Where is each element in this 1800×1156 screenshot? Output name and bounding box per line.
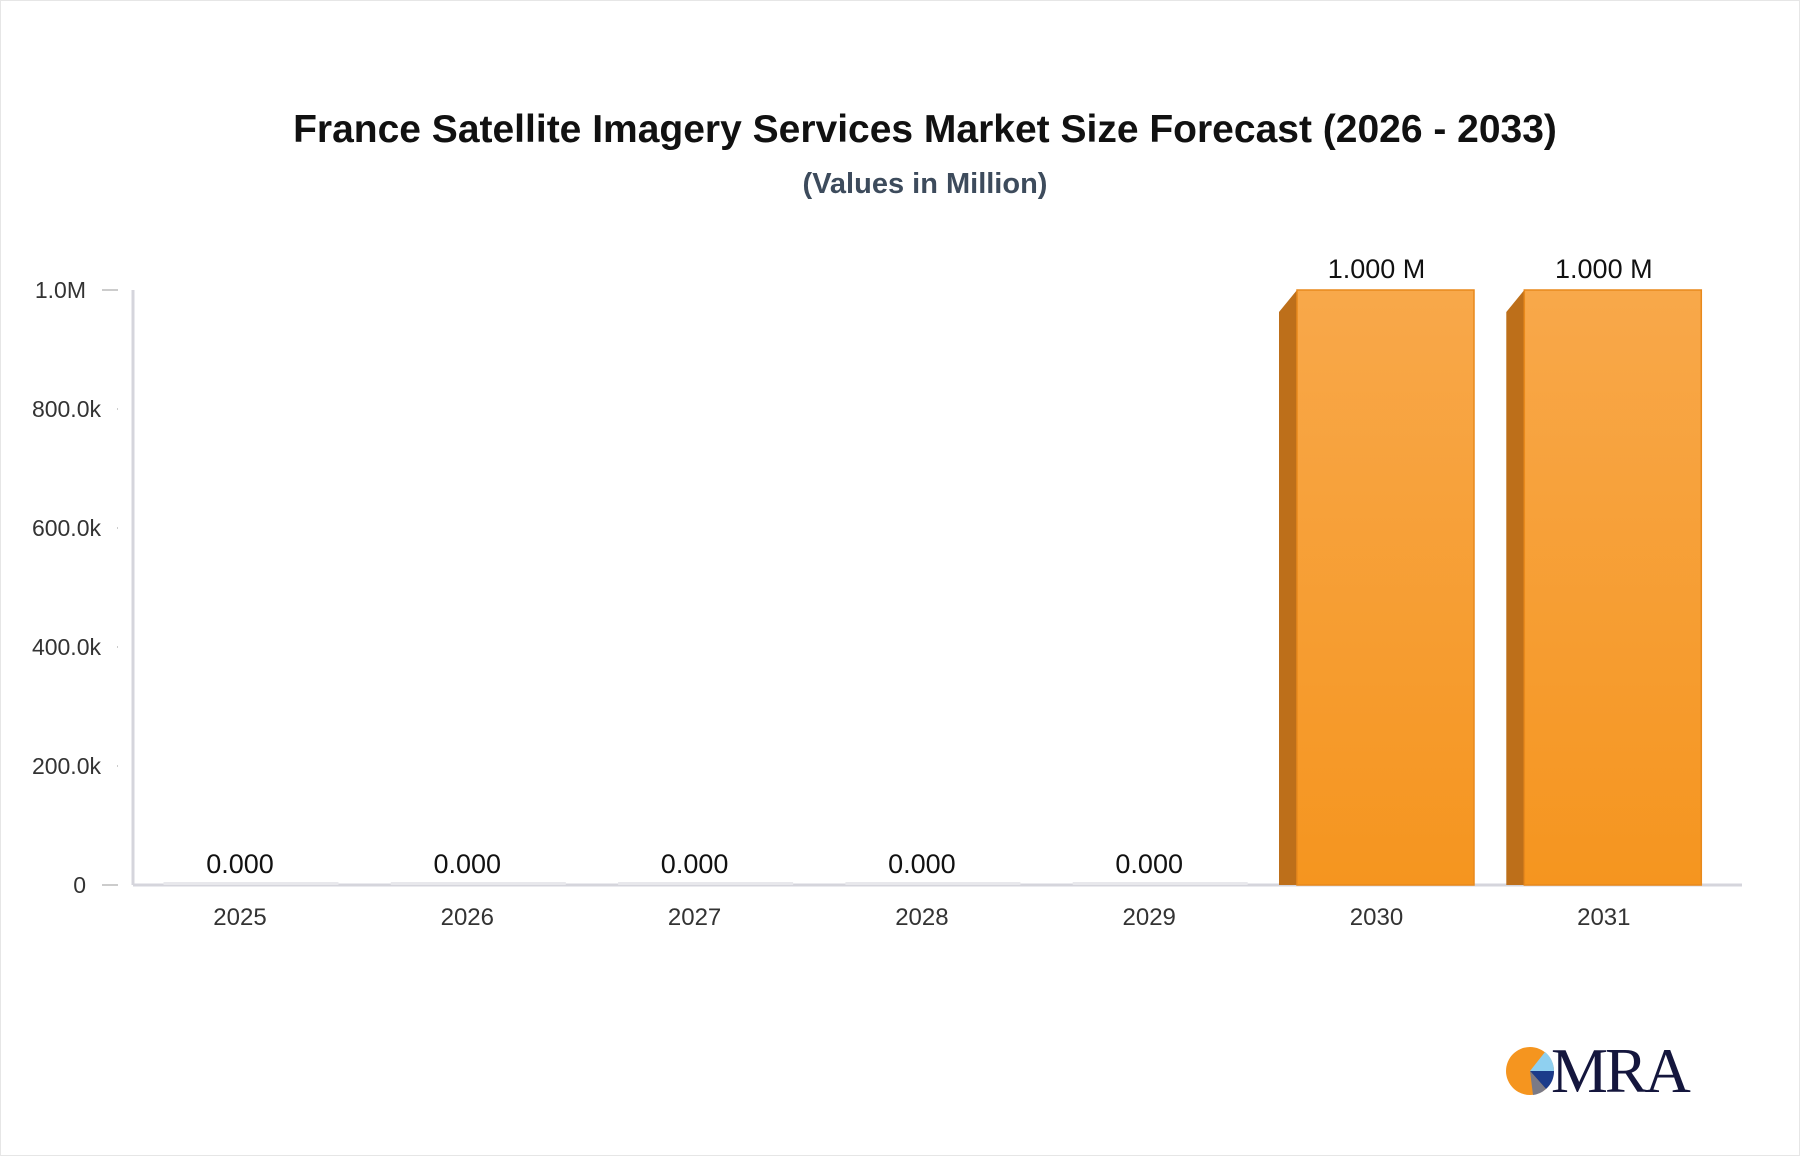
bar xyxy=(1523,289,1703,886)
data-label: 0.000 xyxy=(661,849,729,879)
y-tick-label: 1.0M xyxy=(35,277,86,303)
data-label: 0.000 xyxy=(206,849,274,879)
chart-subtitle: (Values in Million) xyxy=(802,168,1048,200)
x-tick-label: 2029 xyxy=(1123,904,1176,931)
bar xyxy=(163,882,339,885)
y-tick-label: 400.0k xyxy=(32,634,102,660)
y-tick-label: 600.0k xyxy=(32,515,102,541)
bar xyxy=(1296,289,1475,886)
y-tick-label: 200.0k xyxy=(32,753,102,779)
bar xyxy=(390,882,566,885)
bar-side xyxy=(1279,290,1297,885)
y-tick-label: 800.0k xyxy=(32,396,102,422)
data-label: 0.000 xyxy=(434,849,502,879)
bar xyxy=(1072,882,1248,885)
x-tick-label: 2025 xyxy=(213,904,266,931)
bar xyxy=(845,882,1021,885)
bar xyxy=(618,882,794,885)
logo-text: MRA xyxy=(1551,1035,1691,1106)
x-tick-label: 2027 xyxy=(668,904,721,931)
data-label: 0.000 xyxy=(888,849,956,879)
data-label: 1.000 M xyxy=(1328,254,1426,284)
y-tick-label: 0 xyxy=(73,872,86,898)
data-label: 1.000 M xyxy=(1555,254,1653,284)
logo-pie-icon xyxy=(1506,1047,1555,1095)
data-label: 0.000 xyxy=(1115,849,1183,879)
x-tick-label: 2030 xyxy=(1350,904,1403,931)
mra-logo: MRA xyxy=(1505,1035,1695,1106)
chart-title: France Satellite Imagery Services Market… xyxy=(293,108,1557,151)
x-tick-label: 2031 xyxy=(1577,904,1630,931)
x-tick-label: 2028 xyxy=(895,904,948,931)
x-tick-label: 2026 xyxy=(441,904,494,931)
bar-side xyxy=(1506,290,1525,885)
